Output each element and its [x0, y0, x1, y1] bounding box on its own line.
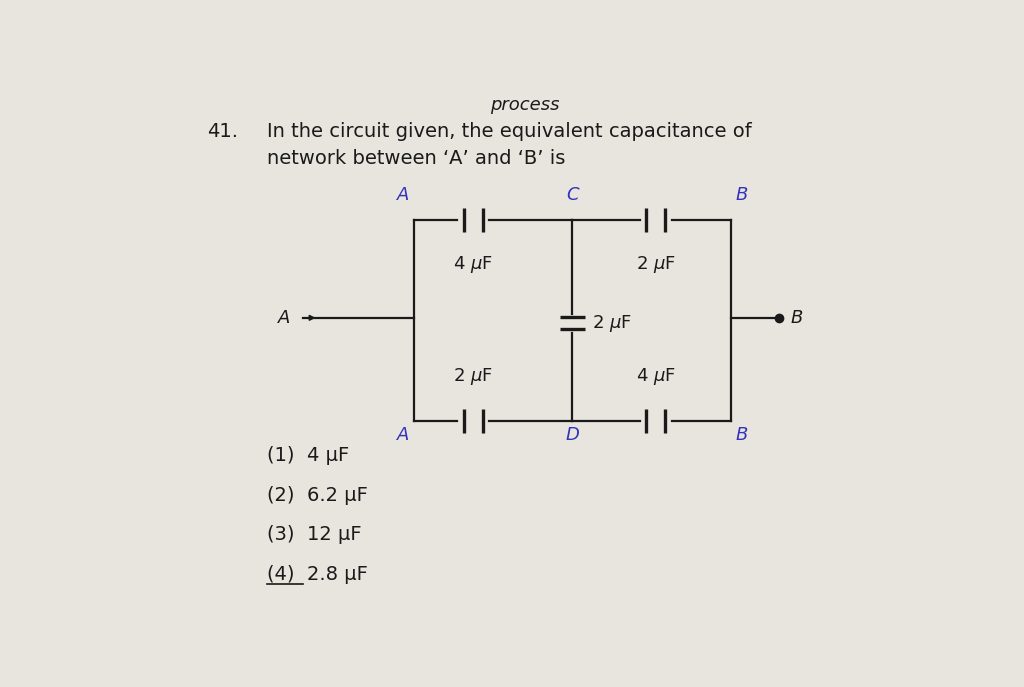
Text: A: A [397, 186, 410, 204]
Text: C: C [566, 186, 579, 204]
Text: 2 $\mu$F: 2 $\mu$F [636, 254, 676, 275]
Text: In the circuit given, the equivalent capacitance of: In the circuit given, the equivalent cap… [267, 122, 752, 141]
Text: B: B [735, 426, 748, 444]
Text: B: B [791, 309, 803, 327]
Text: A: A [397, 426, 410, 444]
Text: B: B [735, 186, 748, 204]
Text: (4)  2.8 μF: (4) 2.8 μF [267, 565, 368, 584]
Text: 2 $\mu$F: 2 $\mu$F [454, 365, 494, 387]
Text: network between ‘A’ and ‘B’ is: network between ‘A’ and ‘B’ is [267, 148, 565, 168]
Text: 4 $\mu$F: 4 $\mu$F [636, 365, 676, 387]
Text: (1)  4 μF: (1) 4 μF [267, 446, 349, 465]
Text: A: A [279, 309, 291, 327]
Text: 41.: 41. [207, 122, 239, 141]
Text: 2 $\mu$F: 2 $\mu$F [592, 313, 632, 334]
Text: process: process [490, 95, 559, 113]
Text: D: D [565, 426, 580, 444]
Text: 4 $\mu$F: 4 $\mu$F [454, 254, 494, 275]
Text: (2)  6.2 μF: (2) 6.2 μF [267, 486, 368, 504]
Text: (3)  12 μF: (3) 12 μF [267, 526, 361, 544]
